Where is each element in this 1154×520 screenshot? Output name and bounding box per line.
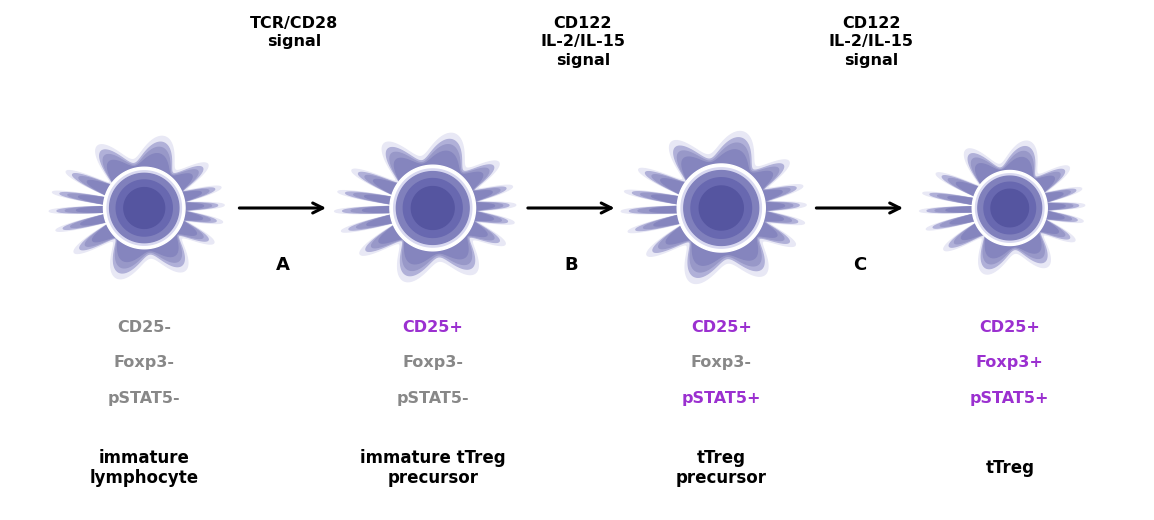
Polygon shape: [630, 138, 799, 277]
Polygon shape: [650, 150, 785, 265]
Polygon shape: [984, 182, 1035, 234]
Text: Foxp3+: Foxp3+: [976, 356, 1043, 370]
Polygon shape: [681, 168, 762, 248]
Polygon shape: [351, 145, 503, 270]
Polygon shape: [335, 133, 516, 282]
Polygon shape: [991, 189, 1028, 227]
Polygon shape: [411, 187, 455, 229]
Text: C: C: [853, 256, 867, 274]
Polygon shape: [935, 151, 1073, 264]
Polygon shape: [403, 178, 463, 238]
Text: B: B: [564, 256, 578, 274]
Polygon shape: [946, 158, 1065, 258]
Polygon shape: [343, 139, 509, 276]
Polygon shape: [57, 142, 218, 273]
Text: CD122
IL-2/IL-15
signal: CD122 IL-2/IL-15 signal: [829, 16, 914, 68]
Text: immature
lymphocyte: immature lymphocyte: [90, 449, 198, 487]
Polygon shape: [110, 173, 179, 243]
Polygon shape: [972, 171, 1048, 245]
Polygon shape: [362, 151, 495, 264]
Polygon shape: [691, 178, 751, 238]
Text: CD25-: CD25-: [118, 320, 171, 335]
Polygon shape: [975, 174, 1044, 242]
Text: CD25+: CD25+: [691, 320, 751, 335]
Text: TCR/CD28
signal: TCR/CD28 signal: [250, 16, 338, 49]
Text: Foxp3-: Foxp3-: [691, 356, 751, 370]
Polygon shape: [396, 172, 470, 244]
Polygon shape: [50, 136, 224, 279]
Text: Foxp3-: Foxp3-: [114, 356, 174, 370]
Text: pSTAT5-: pSTAT5-: [397, 391, 469, 406]
Text: pSTAT5+: pSTAT5+: [682, 391, 760, 406]
Text: immature tTreg
precursor: immature tTreg precursor: [360, 449, 505, 487]
Polygon shape: [677, 164, 765, 252]
Polygon shape: [638, 143, 793, 272]
Polygon shape: [123, 188, 165, 228]
Polygon shape: [699, 186, 743, 230]
Text: pSTAT5-: pSTAT5-: [108, 391, 180, 406]
Text: CD122
IL-2/IL-15
signal: CD122 IL-2/IL-15 signal: [540, 16, 625, 68]
Polygon shape: [977, 176, 1042, 240]
Text: tTreg
precursor: tTreg precursor: [676, 449, 766, 487]
Polygon shape: [107, 171, 181, 245]
Polygon shape: [390, 165, 475, 251]
Polygon shape: [621, 132, 807, 283]
Polygon shape: [394, 169, 472, 247]
Polygon shape: [920, 141, 1085, 274]
Text: tTreg: tTreg: [986, 459, 1034, 477]
Text: Foxp3-: Foxp3-: [403, 356, 463, 370]
Polygon shape: [684, 171, 758, 245]
Text: CD25+: CD25+: [403, 320, 463, 335]
Text: pSTAT5+: pSTAT5+: [971, 391, 1049, 406]
Polygon shape: [66, 147, 211, 268]
Polygon shape: [117, 180, 172, 236]
Polygon shape: [104, 167, 185, 249]
Text: A: A: [276, 256, 290, 274]
Polygon shape: [76, 154, 203, 262]
Polygon shape: [927, 147, 1079, 269]
Text: CD25+: CD25+: [980, 320, 1040, 335]
